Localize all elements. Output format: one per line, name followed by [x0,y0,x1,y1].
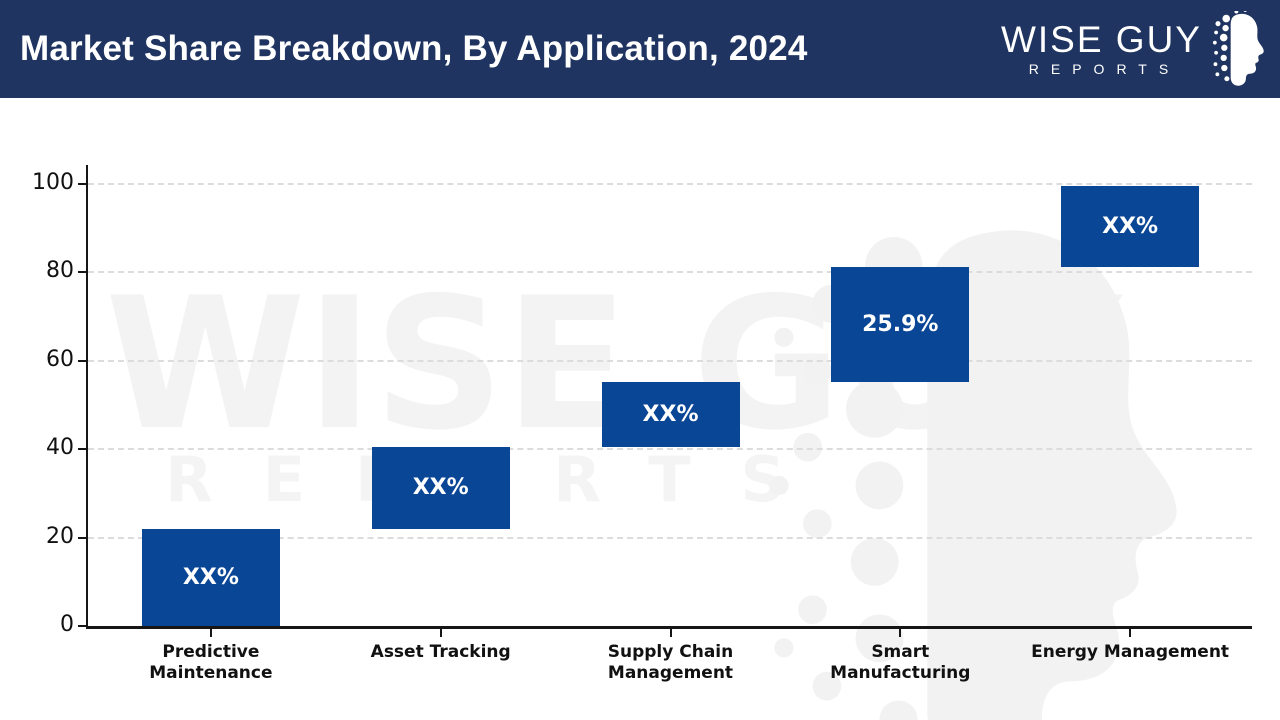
bar-value-label: XX% [182,564,239,590]
x-category-label: Energy Management [1031,642,1230,662]
gridline-60 [88,359,1252,362]
x-category-label: Smart Manufacturing [830,642,971,683]
x-category-label: Asset Tracking [370,642,511,662]
gridline-100 [88,183,1252,185]
bar-value-label: 25.9% [862,311,939,337]
y-tick-label: 80 [46,258,74,284]
bar-3: XX% [601,381,740,447]
y-tick-label: 20 [46,523,74,549]
y-tick-label: 60 [46,346,74,372]
y-tick [78,271,88,274]
gridline-40 [88,448,1252,451]
y-tick [78,359,88,362]
x-tick [1129,629,1132,637]
x-category-label: Supply Chain Management [607,642,734,683]
logo-text: WISE GUY REPORTS [1001,21,1202,77]
y-tick [78,183,88,185]
chart-area: WISE GUY REPORTS 020406080100XX%Predicti… [0,98,1280,720]
y-tick-label: 40 [46,435,74,461]
logo-subtext: REPORTS [1028,61,1181,77]
page-title: Market Share Breakdown, By Application, … [20,29,808,68]
x-tick [209,629,212,637]
y-axis [86,165,88,628]
y-tick [78,536,88,539]
bar-value-label: XX% [642,401,699,427]
x-axis [86,626,1252,629]
y-tick [78,448,88,451]
bar-5: XX% [1061,186,1200,268]
brand-logo: WISE GUY REPORTS [1001,11,1280,87]
y-tick-label: 0 [60,612,74,637]
gridline-20 [88,536,1252,539]
bar-value-label: XX% [1102,214,1159,240]
bar-4: 25.9% [831,267,970,382]
x-tick [669,629,672,637]
x-tick [899,629,902,637]
x-tick [439,629,442,637]
header: Market Share Breakdown, By Application, … [0,0,1280,98]
gridline-80 [88,271,1252,274]
bar-value-label: XX% [412,475,469,501]
bar-1: XX% [141,528,280,626]
y-tick-label: 100 [32,170,74,195]
bar-2: XX% [371,446,510,529]
y-tick [78,625,88,627]
logo-head-icon [1212,11,1264,86]
x-category-label: Predictive Maintenance [149,642,273,683]
logo-wordmark: WISE GUY [1000,19,1202,60]
